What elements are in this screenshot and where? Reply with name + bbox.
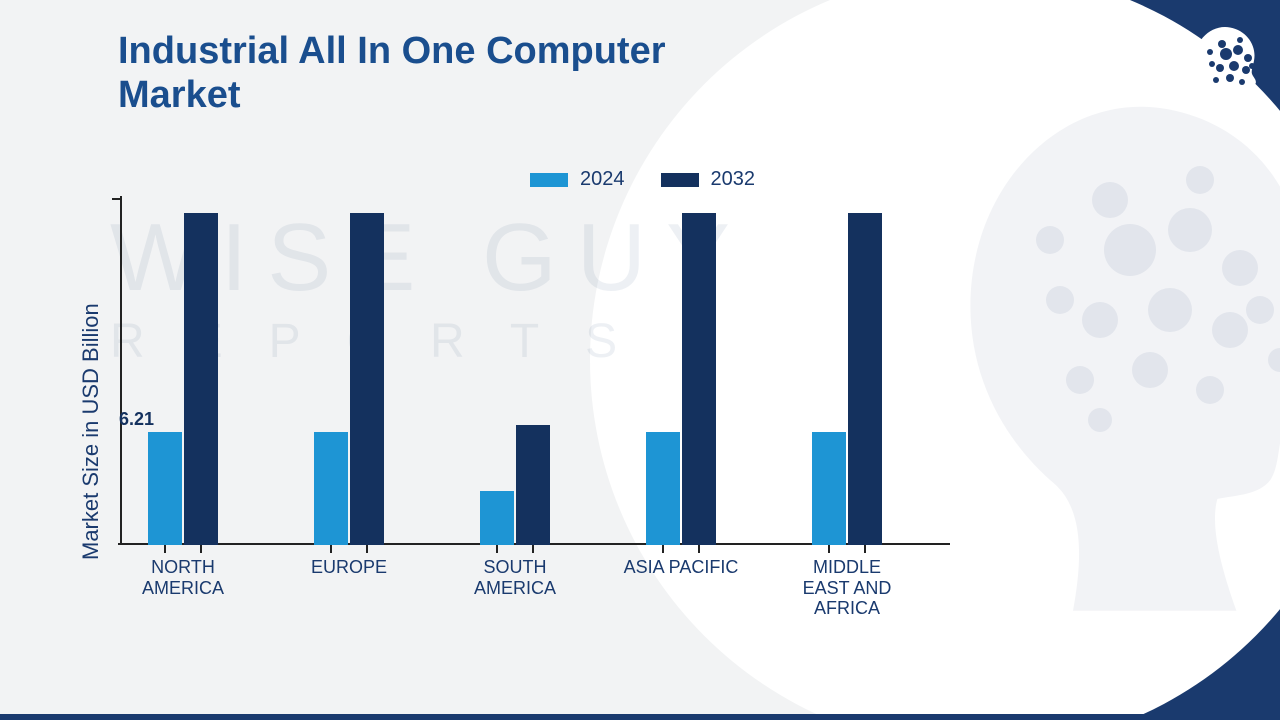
bar-2024: [314, 432, 348, 545]
legend-label: 2024: [580, 168, 625, 191]
y-axis-label: Market Size in USD Billion: [78, 303, 104, 560]
bar-2032: [516, 425, 550, 545]
bar-group: [314, 200, 384, 545]
logo-line2: REPORTS: [1006, 64, 1190, 79]
bar-2032: [848, 213, 882, 545]
bottom-edge: [0, 714, 1280, 720]
x-tick: [330, 545, 332, 553]
bar-value-label: 6.21: [104, 409, 154, 430]
bar-2032: [682, 213, 716, 545]
logo-line1: WISEGUY: [1006, 30, 1190, 60]
bar-2024: [480, 491, 514, 545]
x-tick: [864, 545, 866, 553]
x-tick: [200, 545, 202, 553]
y-axis-line: [120, 196, 122, 545]
chart-stage: WISE GUY REPORTS Industrial All In One C…: [0, 0, 1280, 720]
x-tick: [532, 545, 534, 553]
bg-dots-icon: [940, 90, 1280, 630]
category-label: NORTH AMERICA: [123, 557, 243, 598]
x-tick: [828, 545, 830, 553]
legend-item: 2032: [661, 168, 756, 191]
bar-group: [148, 200, 218, 545]
x-tick: [662, 545, 664, 553]
bar-group: [812, 200, 882, 545]
legend: 2024 2032: [530, 168, 755, 191]
category-label: ASIA PACIFIC: [621, 557, 741, 578]
chart-title: Industrial All In One Computer Market: [118, 30, 758, 117]
category-label: SOUTH AMERICA: [455, 557, 575, 598]
bar-2032: [350, 213, 384, 545]
bar-2024: [148, 432, 182, 545]
bar-2024: [812, 432, 846, 545]
x-tick: [496, 545, 498, 553]
legend-label: 2032: [711, 168, 756, 191]
category-label: MIDDLE EAST AND AFRICA: [787, 557, 907, 619]
chart-plot-area: 6.21NORTH AMERICAEUROPESOUTH AMERICAASIA…: [120, 200, 950, 545]
x-tick: [698, 545, 700, 553]
legend-item: 2024: [530, 168, 625, 191]
x-tick: [366, 545, 368, 553]
brand-logo: WISEGUY REPORTS: [1006, 30, 1190, 79]
bar-group: [480, 200, 550, 545]
y-tick: [112, 198, 120, 200]
bar-group: [646, 200, 716, 545]
category-label: EUROPE: [289, 557, 409, 578]
bar-2024: [646, 432, 680, 545]
legend-swatch: [530, 173, 568, 187]
legend-swatch: [661, 173, 699, 187]
bar-2032: [184, 213, 218, 545]
x-tick: [164, 545, 166, 553]
